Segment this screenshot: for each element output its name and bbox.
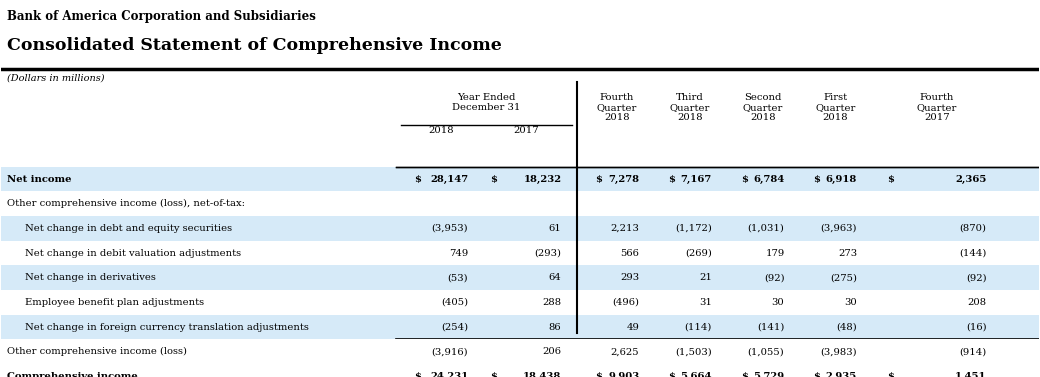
Text: (254): (254)	[441, 323, 468, 331]
Text: (496): (496)	[613, 298, 640, 307]
Text: 18,438: 18,438	[523, 372, 562, 377]
Text: 179: 179	[765, 248, 784, 257]
Text: (275): (275)	[830, 273, 857, 282]
Text: 2017: 2017	[513, 126, 539, 135]
Bar	[1, 167, 1039, 192]
Text: (293): (293)	[535, 248, 562, 257]
Text: $: $	[414, 372, 421, 377]
Text: 2,935: 2,935	[826, 372, 857, 377]
Text: Net change in debit valuation adjustments: Net change in debit valuation adjustment…	[25, 248, 241, 257]
Text: 7,278: 7,278	[608, 175, 640, 184]
Text: First
Quarter
2018: First Quarter 2018	[815, 92, 856, 123]
Text: 293: 293	[620, 273, 640, 282]
Text: 61: 61	[549, 224, 562, 233]
Text: (3,916): (3,916)	[432, 347, 468, 356]
Text: 9,903: 9,903	[608, 372, 640, 377]
Text: 6,918: 6,918	[826, 175, 857, 184]
Text: $: $	[490, 175, 497, 184]
Text: 749: 749	[449, 248, 468, 257]
Text: 1,451: 1,451	[956, 372, 987, 377]
Text: $: $	[490, 372, 497, 377]
Text: Comprehensive income: Comprehensive income	[6, 372, 137, 377]
Text: Consolidated Statement of Comprehensive Income: Consolidated Statement of Comprehensive …	[6, 37, 501, 54]
Text: (48): (48)	[836, 323, 857, 331]
Text: 30: 30	[772, 298, 784, 307]
Text: (3,983): (3,983)	[821, 347, 857, 356]
Text: 49: 49	[626, 323, 640, 331]
Text: 64: 64	[549, 273, 562, 282]
Text: $: $	[595, 175, 602, 184]
Text: (1,055): (1,055)	[748, 347, 784, 356]
Text: 5,664: 5,664	[680, 372, 712, 377]
Text: (3,963): (3,963)	[821, 224, 857, 233]
Text: $: $	[813, 175, 821, 184]
Text: 18,232: 18,232	[523, 175, 562, 184]
Text: Bank of America Corporation and Subsidiaries: Bank of America Corporation and Subsidia…	[6, 10, 315, 23]
Text: 2018: 2018	[428, 126, 454, 135]
Text: $: $	[740, 372, 748, 377]
Text: 208: 208	[967, 298, 987, 307]
Text: (269): (269)	[685, 248, 712, 257]
Text: Second
Quarter
2018: Second Quarter 2018	[743, 92, 783, 123]
Text: 21: 21	[699, 273, 712, 282]
Text: Third
Quarter
2018: Third Quarter 2018	[670, 92, 710, 123]
Text: (92): (92)	[763, 273, 784, 282]
Text: (1,503): (1,503)	[675, 347, 712, 356]
Text: $: $	[595, 372, 602, 377]
Text: (1,031): (1,031)	[748, 224, 784, 233]
Text: $: $	[414, 175, 421, 184]
Text: 2,213: 2,213	[610, 224, 640, 233]
Text: 24,231: 24,231	[430, 372, 468, 377]
Text: Employee benefit plan adjustments: Employee benefit plan adjustments	[25, 298, 205, 307]
Text: 288: 288	[543, 298, 562, 307]
Text: 206: 206	[543, 347, 562, 356]
Bar	[1, 265, 1039, 290]
Text: $: $	[887, 175, 894, 184]
Text: 86: 86	[549, 323, 562, 331]
Text: (141): (141)	[757, 323, 784, 331]
Bar	[1, 216, 1039, 241]
Text: Net change in derivatives: Net change in derivatives	[25, 273, 156, 282]
Text: (Dollars in millions): (Dollars in millions)	[6, 74, 104, 83]
Bar	[1, 315, 1039, 339]
Text: $: $	[887, 372, 894, 377]
Text: (870): (870)	[960, 224, 987, 233]
Text: 31: 31	[699, 298, 712, 307]
Text: Net change in foreign currency translation adjustments: Net change in foreign currency translati…	[25, 323, 309, 331]
Text: Fourth
Quarter
2017: Fourth Quarter 2017	[917, 92, 957, 123]
Text: (405): (405)	[441, 298, 468, 307]
Bar	[1, 364, 1039, 377]
Text: Other comprehensive income (loss), net-of-tax:: Other comprehensive income (loss), net-o…	[6, 199, 244, 208]
Text: 28,147: 28,147	[430, 175, 468, 184]
Text: (114): (114)	[684, 323, 712, 331]
Text: Year Ended
December 31: Year Ended December 31	[452, 92, 520, 112]
Text: (16): (16)	[966, 323, 987, 331]
Text: $: $	[669, 372, 675, 377]
Text: (53): (53)	[447, 273, 468, 282]
Text: (914): (914)	[960, 347, 987, 356]
Text: Net change in debt and equity securities: Net change in debt and equity securities	[25, 224, 232, 233]
Text: (3,953): (3,953)	[432, 224, 468, 233]
Text: 2,365: 2,365	[956, 175, 987, 184]
Text: $: $	[740, 175, 748, 184]
Text: Net income: Net income	[6, 175, 71, 184]
Text: 30: 30	[844, 298, 857, 307]
Text: Other comprehensive income (loss): Other comprehensive income (loss)	[6, 347, 186, 356]
Text: $: $	[669, 175, 675, 184]
Text: (92): (92)	[966, 273, 987, 282]
Text: $: $	[813, 372, 821, 377]
Text: 5,729: 5,729	[753, 372, 784, 377]
Text: 6,784: 6,784	[753, 175, 784, 184]
Text: 2,625: 2,625	[610, 347, 640, 356]
Text: 273: 273	[838, 248, 857, 257]
Text: 566: 566	[621, 248, 640, 257]
Text: Fourth
Quarter
2018: Fourth Quarter 2018	[597, 92, 638, 123]
Text: (144): (144)	[959, 248, 987, 257]
Text: (1,172): (1,172)	[675, 224, 712, 233]
Text: 7,167: 7,167	[680, 175, 712, 184]
